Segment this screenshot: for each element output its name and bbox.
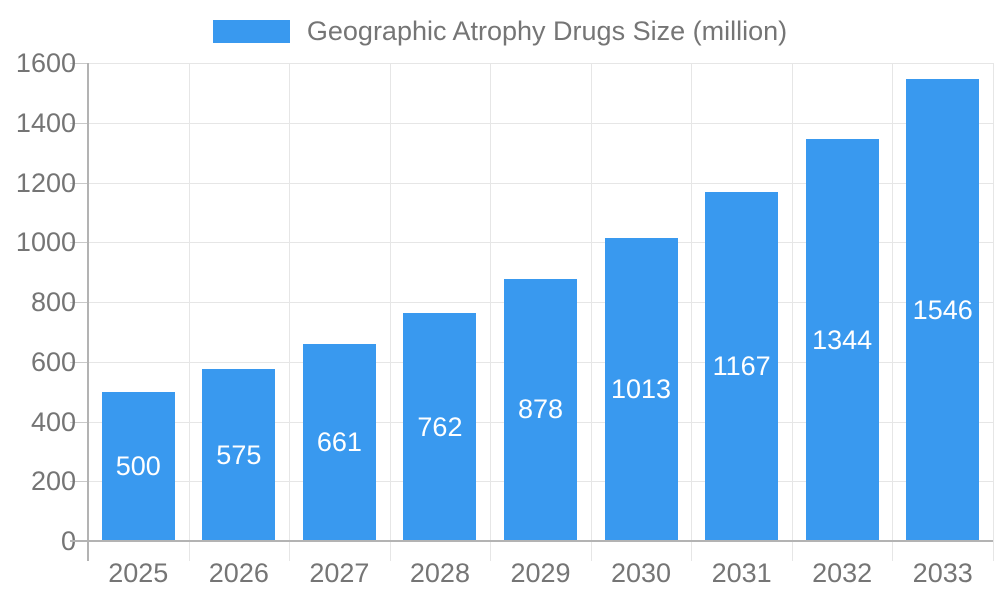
x-gridline bbox=[188, 63, 190, 561]
x-gridline bbox=[289, 63, 291, 561]
x-axis-line bbox=[70, 540, 993, 542]
y-axis-tick bbox=[70, 361, 88, 363]
bar[interactable]: 1013 bbox=[604, 238, 678, 541]
legend-swatch bbox=[212, 19, 290, 43]
y-axis-tick bbox=[70, 481, 88, 483]
bar[interactable]: 500 bbox=[101, 391, 175, 541]
y-axis-tick-label: 1400 bbox=[15, 107, 76, 138]
bar[interactable]: 1167 bbox=[705, 192, 779, 541]
legend-label: Geographic Atrophy Drugs Size (million) bbox=[306, 16, 788, 46]
y-axis-tick bbox=[70, 242, 88, 244]
y-axis-tick-label: 0 bbox=[60, 526, 76, 556]
x-axis-tick-label: 2031 bbox=[711, 558, 772, 588]
x-axis-tick-label: 2028 bbox=[409, 558, 470, 588]
plot-area: 0 200 400 600 800 1000 1200 1400 1600 2025 2026 202… bbox=[16, 48, 994, 588]
bar-value-label: 575 bbox=[216, 439, 262, 470]
bar-value-label: 500 bbox=[115, 450, 161, 481]
y-axis-tick bbox=[70, 63, 88, 64]
y-axis-tick-label: 800 bbox=[30, 287, 76, 317]
bar-value-label: 1013 bbox=[611, 374, 672, 405]
bar[interactable]: 575 bbox=[202, 369, 276, 541]
bar-value-label: 1546 bbox=[912, 294, 973, 325]
bar[interactable]: 878 bbox=[503, 278, 577, 541]
bar[interactable]: 1344 bbox=[805, 139, 879, 541]
y-axis-tick-label: 1600 bbox=[15, 48, 76, 78]
y-gridline bbox=[88, 242, 993, 244]
bar[interactable]: 762 bbox=[403, 313, 477, 541]
bar-value-label: 661 bbox=[316, 426, 362, 457]
x-axis-tick-label: 2029 bbox=[510, 558, 571, 588]
x-axis-tick-label: 2030 bbox=[611, 558, 672, 588]
y-axis-tick-label: 200 bbox=[30, 466, 76, 497]
x-axis-tick-label: 2033 bbox=[912, 558, 973, 588]
chart-legend[interactable]: Geographic Atrophy Drugs Size (million) bbox=[0, 16, 1000, 46]
x-axis-tick-label: 2032 bbox=[812, 558, 873, 588]
y-gridline bbox=[88, 63, 993, 64]
bar[interactable]: 1546 bbox=[906, 79, 980, 541]
x-gridline bbox=[993, 63, 994, 561]
x-axis-tick-label: 2026 bbox=[208, 558, 269, 588]
y-axis-tick bbox=[70, 182, 88, 184]
y-axis-tick bbox=[70, 302, 88, 303]
bar-value-label: 878 bbox=[517, 394, 564, 425]
x-gridline bbox=[892, 63, 894, 561]
bar-value-label: 762 bbox=[417, 411, 463, 442]
bar-value-label: 1167 bbox=[712, 351, 771, 382]
x-axis-tick-label: 2027 bbox=[309, 558, 370, 588]
x-gridline bbox=[791, 63, 793, 561]
x-gridline bbox=[590, 63, 592, 561]
y-axis-tick-label: 1000 bbox=[15, 227, 76, 258]
y-axis-line bbox=[87, 63, 89, 561]
bar-value-label: 1344 bbox=[812, 324, 873, 355]
x-gridline bbox=[691, 63, 693, 561]
x-axis-tick-label: 2025 bbox=[108, 558, 169, 588]
y-axis-tick bbox=[70, 122, 88, 124]
y-axis-tick-label: 1200 bbox=[15, 167, 76, 198]
x-gridline bbox=[490, 63, 492, 561]
y-axis-tick bbox=[70, 421, 88, 423]
bar[interactable]: 661 bbox=[302, 343, 376, 541]
y-axis-tick-label: 600 bbox=[30, 346, 76, 377]
y-gridline bbox=[88, 122, 993, 124]
y-axis-tick-label: 400 bbox=[30, 406, 76, 437]
y-gridline bbox=[88, 182, 993, 184]
x-gridline bbox=[389, 63, 391, 561]
